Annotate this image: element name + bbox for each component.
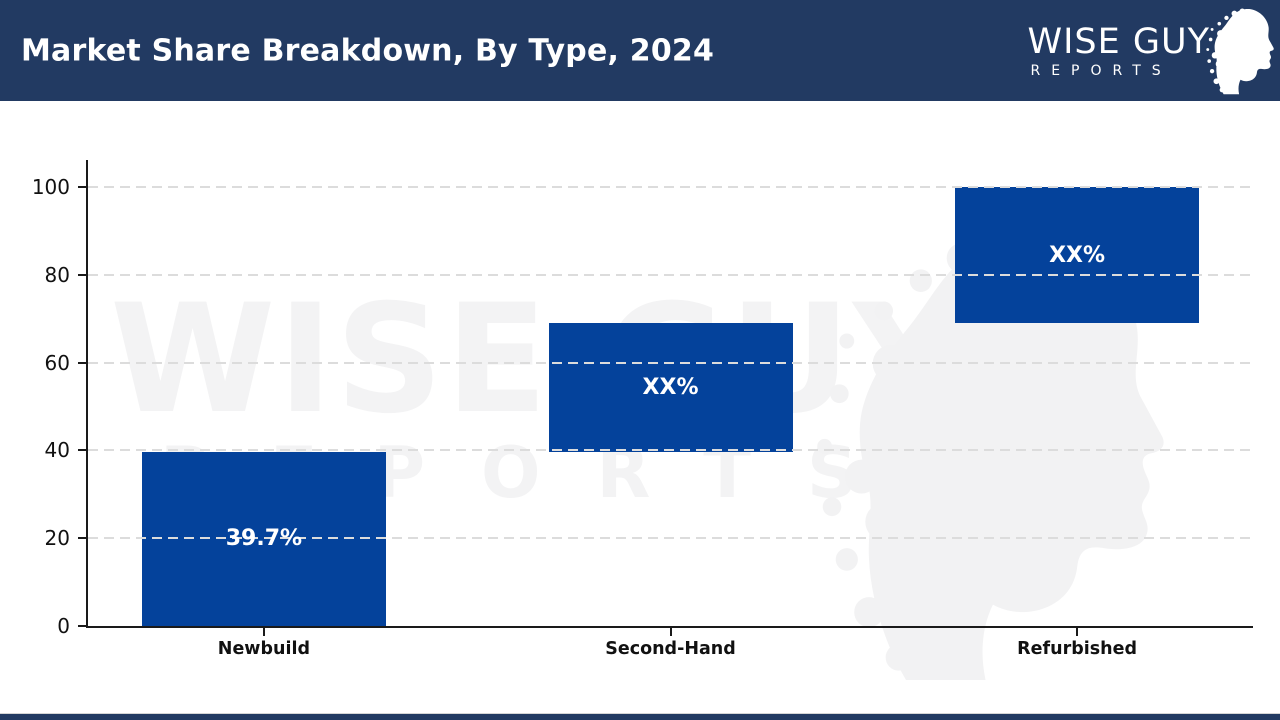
bar-value-label: 39.7% [225, 526, 303, 552]
x-axis-tick [262, 628, 265, 636]
logo-wordmark: WISE GUY [1027, 22, 1210, 62]
gridline-20 [88, 537, 1253, 540]
y-axis-tick [78, 186, 87, 188]
y-axis-tick [78, 361, 87, 364]
x-axis-label-second-hand: Second-Hand [605, 639, 736, 659]
bar-value-label: XX% [642, 374, 699, 400]
y-axis-tick-label: 20 [44, 526, 70, 551]
y-axis-tick [78, 273, 87, 276]
y-axis-tick-label: 60 [44, 350, 70, 375]
x-axis-tick [669, 628, 672, 636]
y-axis-tick [78, 449, 87, 452]
watermark-text-wiseguy: WISE GUY [110, 273, 964, 447]
y-axis-tick [78, 625, 87, 627]
plot-area: 39.7% XX% XX% 0 20 40 60 80 100 Newbuild Second-Ha… [32, 160, 1253, 659]
logo-face-icon [1206, 8, 1274, 95]
footer-bar [0, 713, 1280, 720]
gridline-100 [88, 186, 1253, 188]
y-axis-tick [78, 537, 87, 540]
bar-second-hand: XX% [548, 323, 793, 452]
gridline-60 [88, 361, 1253, 364]
bar-refurbished: XX% [955, 187, 1200, 324]
x-axis-label-newbuild: Newbuild [217, 639, 310, 659]
gridline-80 [88, 273, 1253, 276]
y-axis-line [86, 160, 88, 628]
chart-title: Market Share Breakdown, By Type, 2024 [21, 33, 715, 68]
y-axis-tick-label: 80 [44, 262, 70, 287]
x-axis-tick [1076, 628, 1079, 636]
gridline-40 [88, 449, 1253, 452]
logo-subtitle: REPORTS [1030, 63, 1172, 79]
x-axis-label-refurbished: Refurbished [1017, 639, 1137, 659]
x-axis-line [86, 626, 1253, 628]
y-axis-tick-label: 100 [31, 175, 70, 199]
header-bar: Market Share Breakdown, By Type, 2024 WI… [0, 0, 1280, 101]
wise-guy-reports-logo: WISE GUY REPORTS [1022, 4, 1274, 98]
bar-value-label: XX% [1049, 242, 1106, 268]
logo-text: WISE GUY REPORTS [1027, 24, 1210, 79]
y-axis-tick-label: 0 [57, 614, 70, 638]
y-axis-tick-label: 40 [44, 438, 70, 463]
